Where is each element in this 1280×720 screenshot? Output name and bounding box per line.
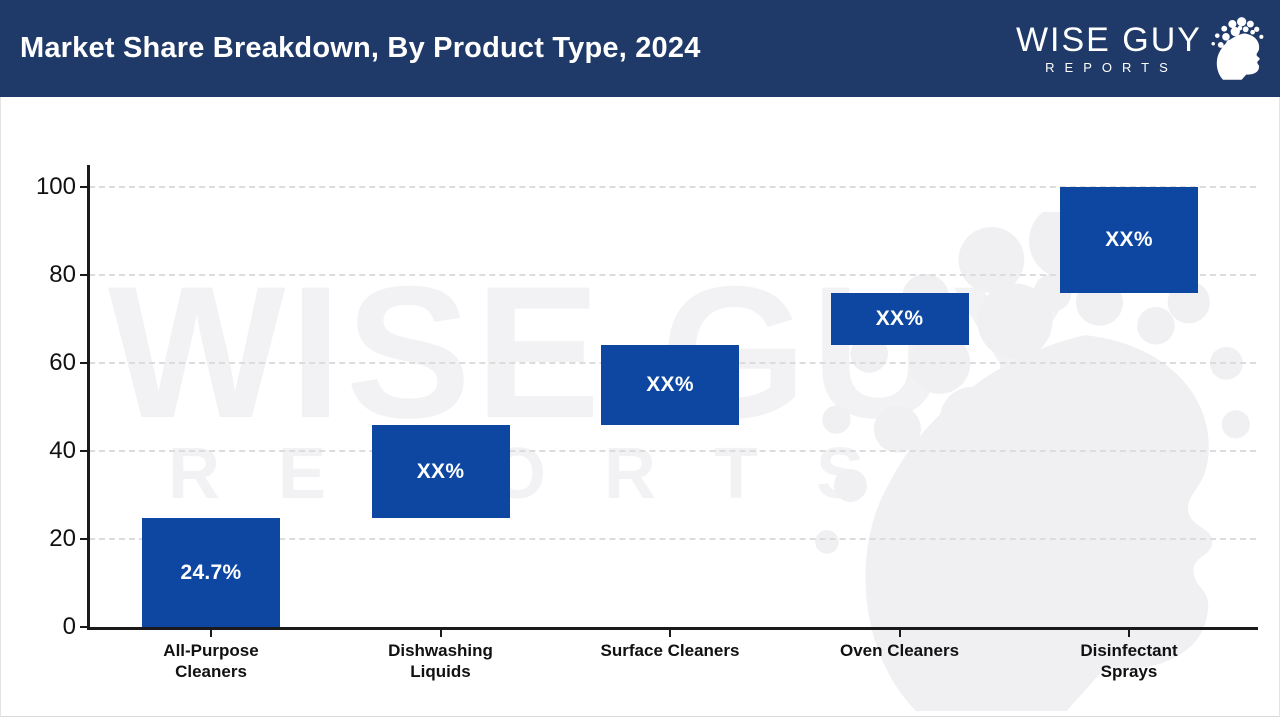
x-axis-category-label: Dishwashing Liquids <box>388 641 493 682</box>
logo-reports-label: REPORTS <box>1045 60 1178 75</box>
logo-text: WISE GUY REPORTS <box>1016 23 1202 74</box>
wise-guy-reports-logo: WISE GUY REPORTS <box>1016 9 1266 89</box>
y-axis-tick-80 <box>80 274 88 276</box>
bar-value-label: XX% <box>875 306 924 330</box>
gridline-80 <box>89 274 1256 276</box>
y-axis-tick-0 <box>80 626 88 628</box>
page-bottom-hairline <box>0 716 1280 717</box>
bar-value-label: XX% <box>646 372 694 396</box>
bar-value-label: XX% <box>416 459 465 483</box>
x-axis-tick <box>669 629 671 637</box>
bar-segment: XX% <box>1060 187 1198 294</box>
gridline-40 <box>89 450 1256 452</box>
chart-title: Market Share Breakdown, By Product Type,… <box>20 32 701 64</box>
x-axis-category-label: Oven Cleaners <box>839 641 960 660</box>
x-axis-category-label: All-Purpose Cleaners <box>163 641 259 682</box>
bar-segment: XX% <box>830 293 969 345</box>
x-axis-tick <box>210 629 212 637</box>
y-axis-label-80: 80 <box>49 261 76 288</box>
y-axis-label-100: 100 <box>35 173 76 200</box>
bar-segment: 24.7% <box>142 518 280 627</box>
x-axis-category-label: Disinfectant Sprays <box>1080 641 1178 682</box>
bar-segment: XX% <box>601 344 739 426</box>
y-axis-tick-40 <box>80 450 88 452</box>
gridline-100 <box>89 186 1256 188</box>
y-axis-tick-100 <box>80 186 88 188</box>
header-band: Market Share Breakdown, By Product Type,… <box>0 0 1280 97</box>
logo-dotted-head-icon <box>1211 16 1264 80</box>
y-axis-tick-60 <box>80 362 88 364</box>
x-axis-tick <box>439 629 442 637</box>
y-axis-label-40: 40 <box>49 437 76 464</box>
x-axis-line <box>87 627 1258 630</box>
y-axis-tick-20 <box>80 538 88 540</box>
x-axis-tick <box>898 629 901 637</box>
x-axis-category-label: Surface Cleaners <box>600 641 740 660</box>
page-left-hairline <box>0 97 1 717</box>
bar-value-label: 24.7% <box>180 560 242 584</box>
x-axis-tick <box>1128 629 1130 637</box>
bar-segment: XX% <box>371 425 510 519</box>
y-axis-label-0: 0 <box>62 613 76 640</box>
y-axis-line <box>87 165 90 628</box>
bar-value-label: XX% <box>1105 228 1153 252</box>
gridline-20 <box>89 538 1256 540</box>
y-axis-label-20: 20 <box>49 525 76 552</box>
y-axis-label-60: 60 <box>49 349 76 376</box>
logo-wise-guy-label: WISE GUY <box>1015 21 1202 59</box>
